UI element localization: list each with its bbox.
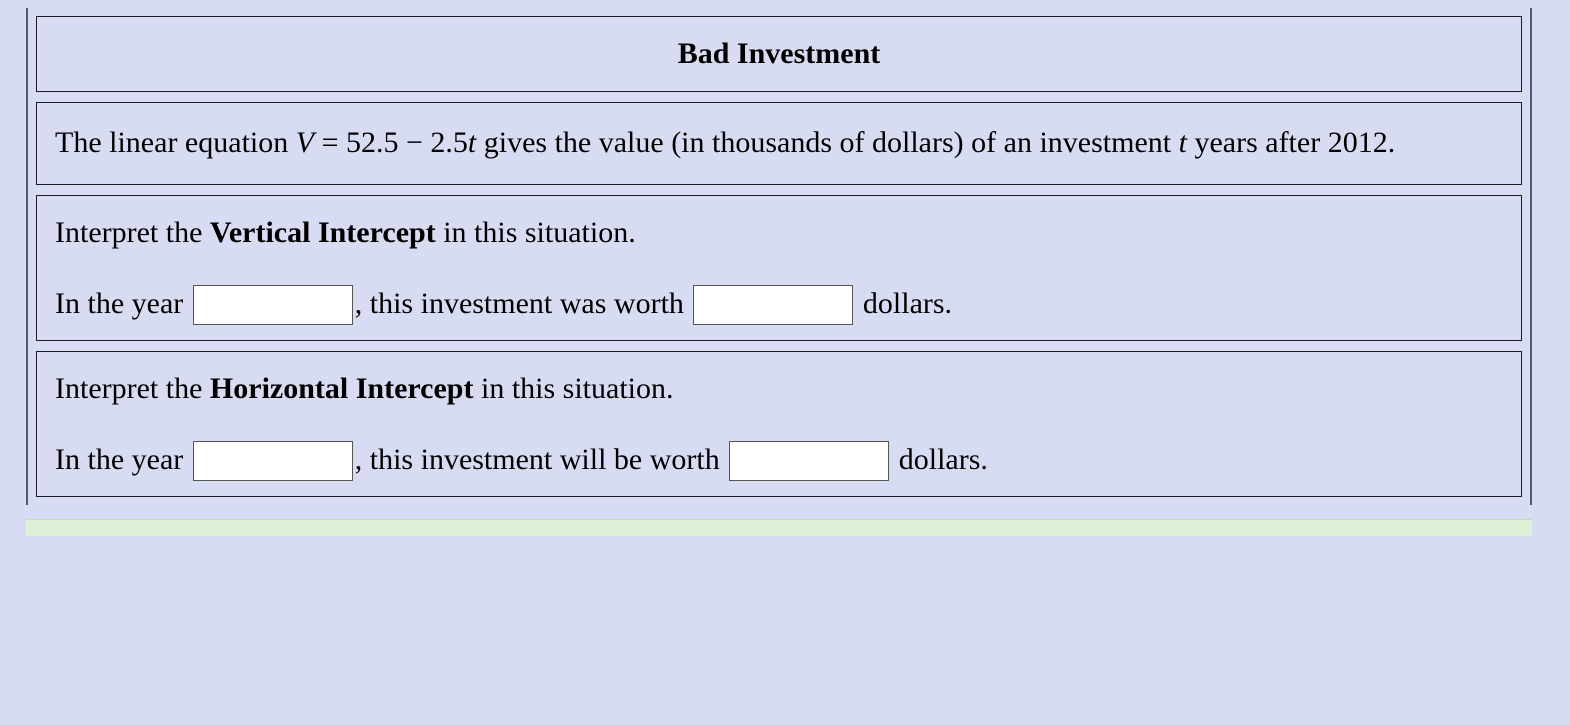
vert-prompt-suffix: in this situation. xyxy=(436,216,636,249)
eq-text-1: The linear equation xyxy=(55,126,296,159)
eq-var-V: V xyxy=(296,126,314,159)
vertical-worth-input[interactable] xyxy=(693,285,853,325)
vert-prompt-bold: Vertical Intercept xyxy=(210,216,436,249)
eq-text-3: gives the value (in thousands of dollars… xyxy=(476,126,1178,159)
eq-var-t2: t xyxy=(1179,126,1187,159)
vert-line-a: In the year xyxy=(55,287,191,320)
eq-text-4: years after 2012. xyxy=(1187,126,1395,159)
horiz-line-c: dollars. xyxy=(891,443,988,476)
horiz-prompt-suffix: in this situation. xyxy=(473,372,673,405)
vertical-fill-line: In the year , this investment was worth … xyxy=(55,281,1503,326)
horiz-prompt-bold: Horizontal Intercept xyxy=(210,372,474,405)
spacer xyxy=(55,255,1503,281)
vert-prompt-prefix: Interpret the xyxy=(55,216,210,249)
horizontal-worth-input[interactable] xyxy=(729,441,889,481)
vertical-intercept-cell: Interpret the Vertical Intercept in this… xyxy=(36,195,1522,341)
horizontal-year-input[interactable] xyxy=(193,441,353,481)
vertical-prompt: Interpret the Vertical Intercept in this… xyxy=(55,210,1503,255)
horiz-line-b: , this investment will be worth xyxy=(355,443,727,476)
eq-text-2: = 52.5 − 2.5 xyxy=(314,126,468,159)
vert-line-b: , this investment was worth xyxy=(355,287,692,320)
problem-container: Bad Investment The linear equation V = 5… xyxy=(26,8,1532,505)
spacer xyxy=(55,411,1503,437)
horizontal-fill-line: In the year , this investment will be wo… xyxy=(55,437,1503,482)
equation-cell: The linear equation V = 52.5 − 2.5t give… xyxy=(36,102,1522,185)
title-cell: Bad Investment xyxy=(36,16,1522,92)
horizontal-intercept-cell: Interpret the Horizontal Intercept in th… xyxy=(36,351,1522,497)
horiz-prompt-prefix: Interpret the xyxy=(55,372,210,405)
footer-strip xyxy=(26,519,1532,536)
problem-title: Bad Investment xyxy=(678,37,881,70)
eq-var-t: t xyxy=(468,126,476,159)
vertical-year-input[interactable] xyxy=(193,285,353,325)
horiz-line-a: In the year xyxy=(55,443,191,476)
vert-line-c: dollars. xyxy=(855,287,952,320)
horizontal-prompt: Interpret the Horizontal Intercept in th… xyxy=(55,366,1503,411)
